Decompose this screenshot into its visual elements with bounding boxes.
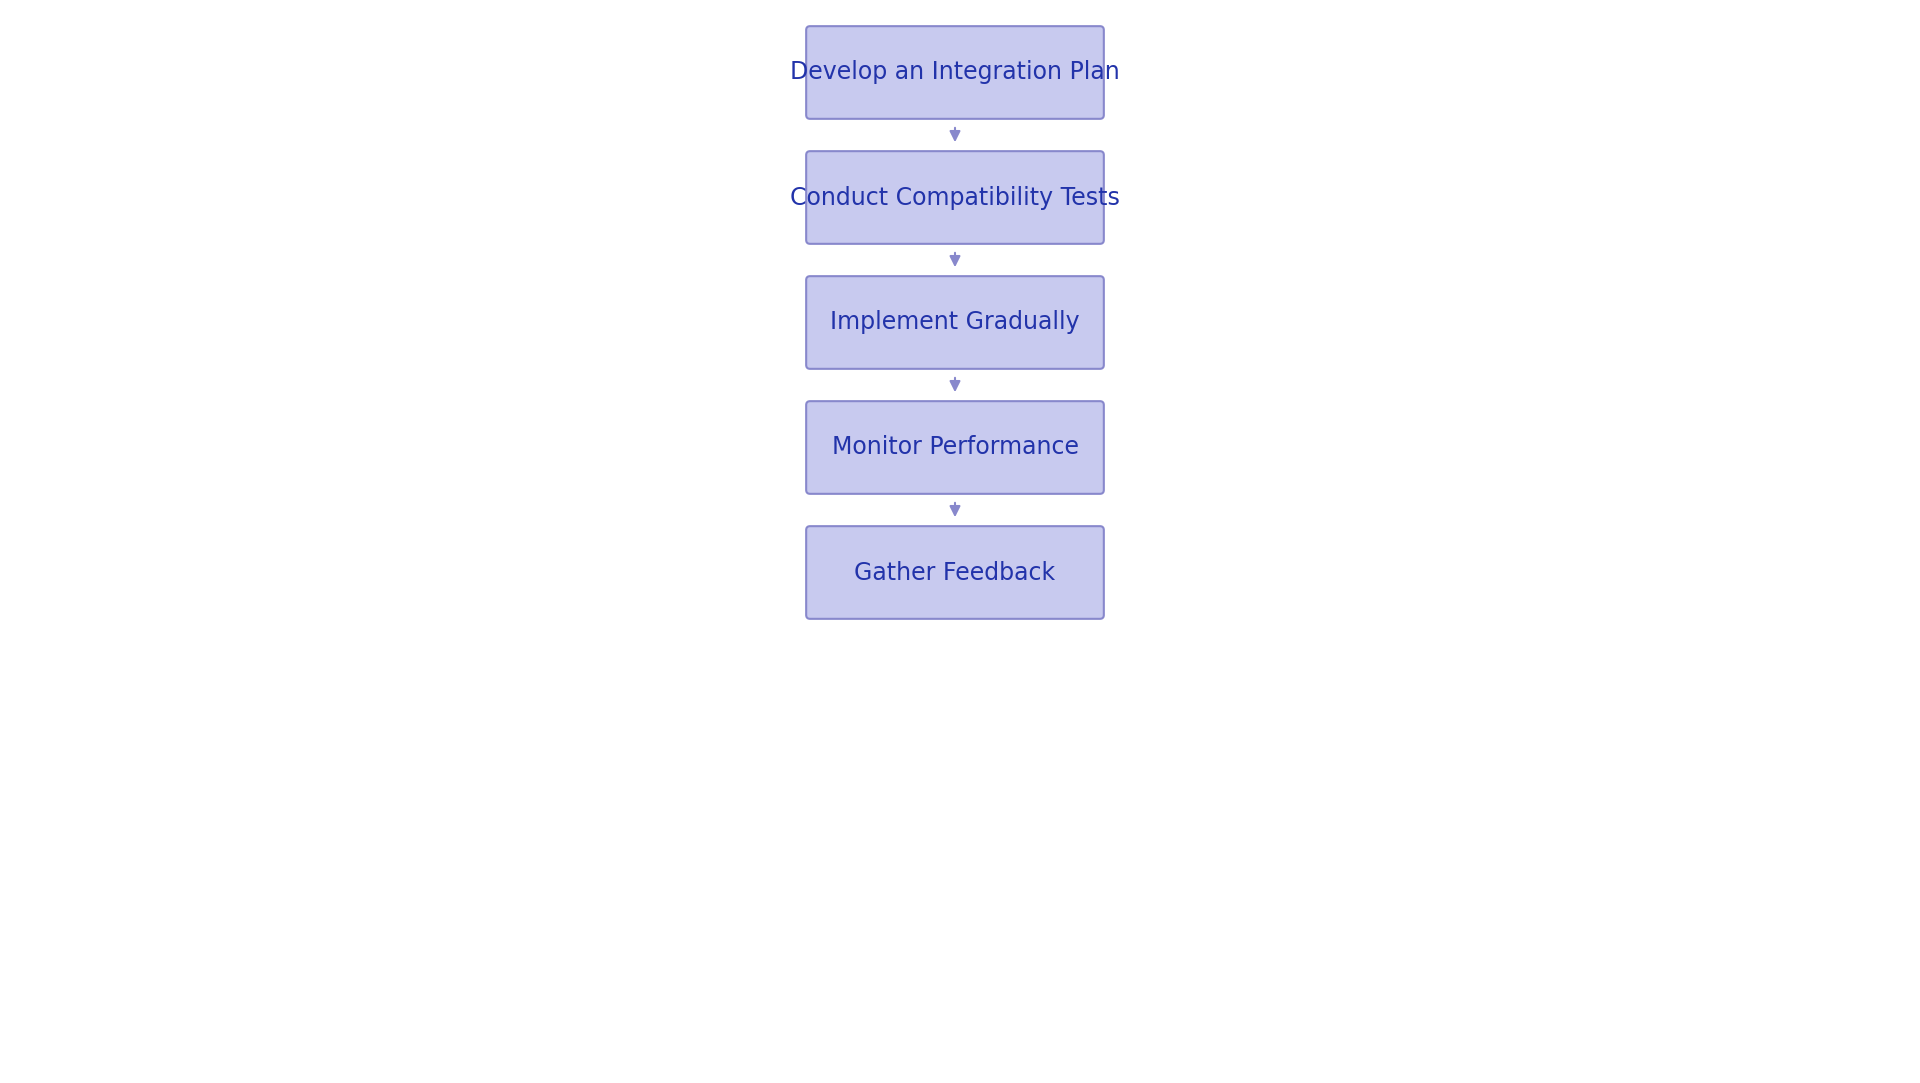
- Text: Monitor Performance: Monitor Performance: [831, 435, 1079, 459]
- FancyBboxPatch shape: [806, 401, 1104, 494]
- Text: Implement Gradually: Implement Gradually: [829, 311, 1079, 335]
- FancyBboxPatch shape: [806, 526, 1104, 618]
- Text: Gather Feedback: Gather Feedback: [854, 561, 1056, 585]
- Text: Develop an Integration Plan: Develop an Integration Plan: [791, 61, 1119, 84]
- FancyBboxPatch shape: [806, 276, 1104, 369]
- FancyBboxPatch shape: [806, 26, 1104, 119]
- Text: Conduct Compatibility Tests: Conduct Compatibility Tests: [789, 185, 1119, 209]
- FancyBboxPatch shape: [806, 152, 1104, 244]
